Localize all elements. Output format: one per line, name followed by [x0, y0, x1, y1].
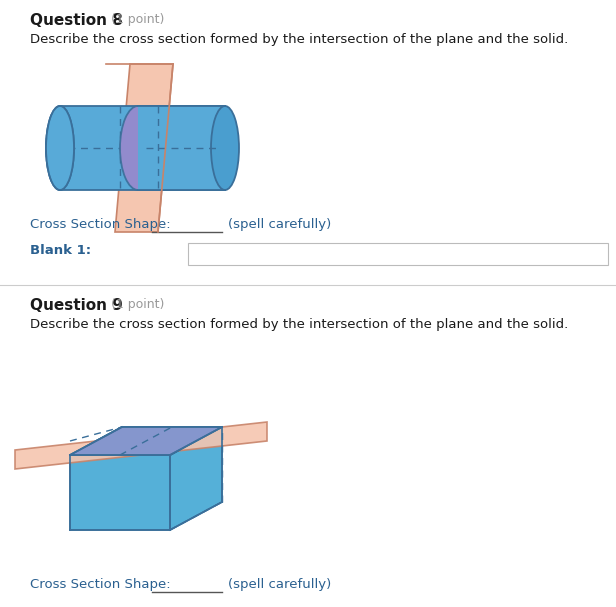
Text: (1 point): (1 point) [107, 298, 164, 311]
Polygon shape [70, 455, 170, 530]
Polygon shape [70, 427, 222, 455]
Polygon shape [70, 427, 222, 455]
Text: Describe the cross section formed by the intersection of the plane and the solid: Describe the cross section formed by the… [30, 33, 568, 46]
Polygon shape [138, 106, 225, 190]
Polygon shape [15, 422, 267, 469]
Ellipse shape [211, 106, 239, 190]
Text: Question 8: Question 8 [30, 13, 123, 28]
Text: Describe the cross section formed by the intersection of the plane and the solid: Describe the cross section formed by the… [30, 318, 568, 331]
Polygon shape [115, 64, 173, 232]
Bar [188, 243, 608, 265]
Text: (spell carefully): (spell carefully) [228, 578, 331, 591]
Text: (1 point): (1 point) [107, 13, 164, 26]
Ellipse shape [46, 106, 74, 190]
Text: Question 9: Question 9 [30, 298, 123, 313]
Text: Cross Section Shape:: Cross Section Shape: [30, 218, 171, 231]
Polygon shape [70, 427, 222, 455]
Text: (spell carefully): (spell carefully) [228, 218, 331, 231]
Ellipse shape [120, 106, 156, 190]
Ellipse shape [46, 106, 74, 190]
Text: Blank 1:: Blank 1: [30, 244, 91, 257]
Polygon shape [70, 427, 222, 455]
Text: Cross Section Shape:: Cross Section Shape: [30, 578, 171, 591]
Polygon shape [60, 106, 225, 190]
Polygon shape [170, 427, 222, 530]
